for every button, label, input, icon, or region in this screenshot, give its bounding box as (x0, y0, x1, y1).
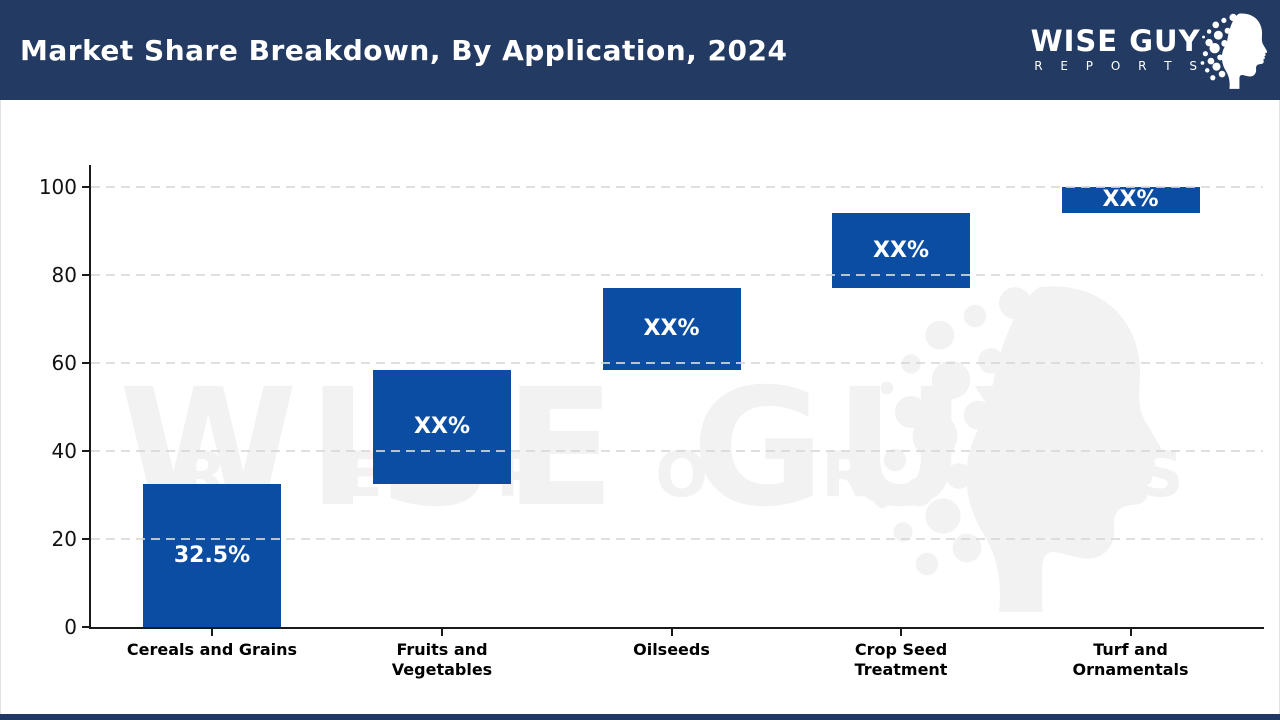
chart-area: WISE GUY R E P O R T S 0 20 40 60 80 100 32.5%… (0, 100, 1280, 714)
bar-value-label: XX% (414, 413, 470, 439)
dotted-head-icon (1198, 8, 1272, 92)
bar-cereals-and-grains: 32.5% (143, 484, 281, 627)
logo-text: WISE GUY R E P O R T S (1027, 24, 1204, 74)
x-label-crop-seed-treatment: Crop Seed Treatment (854, 640, 948, 679)
x-tick-2 (441, 629, 443, 636)
logo-name-text: WISE GUY (1030, 24, 1201, 58)
bar-fruits-and-vegetables: XX% (373, 369, 511, 484)
bar-value-label: XX% (873, 237, 929, 263)
footer-bar (0, 714, 1280, 720)
y-tick-label-0: 0 (64, 615, 77, 639)
x-label-turf-and-ornamentals: Turf and Ornamentals (1072, 640, 1189, 679)
gridline-20 (91, 538, 1263, 540)
y-tick-40 (82, 450, 90, 452)
gridline-40 (91, 450, 1263, 452)
wise-guy-logo: WISE GUY R E P O R T S (1027, 8, 1272, 92)
x-axis-line (89, 627, 1264, 629)
bar-crop-seed-treatment: XX% (832, 213, 970, 289)
y-tick-60 (82, 362, 90, 364)
y-axis-line (89, 165, 91, 629)
gridline-80 (91, 274, 1263, 276)
x-label-cereals-and-grains: Cereals and Grains (126, 640, 298, 659)
bar-value-label: 32.5% (173, 542, 251, 568)
bar-oilseeds: XX% (602, 288, 741, 370)
y-tick-label-80: 80 (51, 263, 77, 287)
y-tick-label-20: 20 (51, 527, 77, 551)
page-title: Market Share Breakdown, By Application, … (20, 33, 788, 67)
gridline-100 (91, 186, 1263, 188)
bar-value-label: XX% (1102, 187, 1159, 213)
x-tick-5 (1129, 629, 1132, 636)
y-tick-label-100: 100 (38, 175, 77, 199)
y-tick-label-60: 60 (51, 351, 77, 375)
bar-value-label: XX% (643, 315, 700, 341)
gridline-60 (91, 362, 1263, 364)
header-bar: Market Share Breakdown, By Application, … (0, 0, 1280, 100)
x-label-fruits-and-vegetables: Fruits and Vegetables (391, 640, 493, 679)
x-tick-1 (211, 629, 213, 636)
y-tick-100 (82, 186, 90, 188)
bar-turf-and-ornamentals: XX% (1061, 187, 1200, 214)
x-tick-3 (670, 629, 673, 636)
logo-sub-text: R E P O R T S (1034, 59, 1204, 73)
y-tick-0 (82, 626, 90, 628)
y-tick-20 (82, 538, 90, 540)
y-tick-label-40: 40 (51, 439, 77, 463)
x-tick-4 (900, 629, 902, 636)
x-label-oilseeds: Oilseeds (633, 640, 710, 659)
y-tick-80 (82, 274, 90, 276)
